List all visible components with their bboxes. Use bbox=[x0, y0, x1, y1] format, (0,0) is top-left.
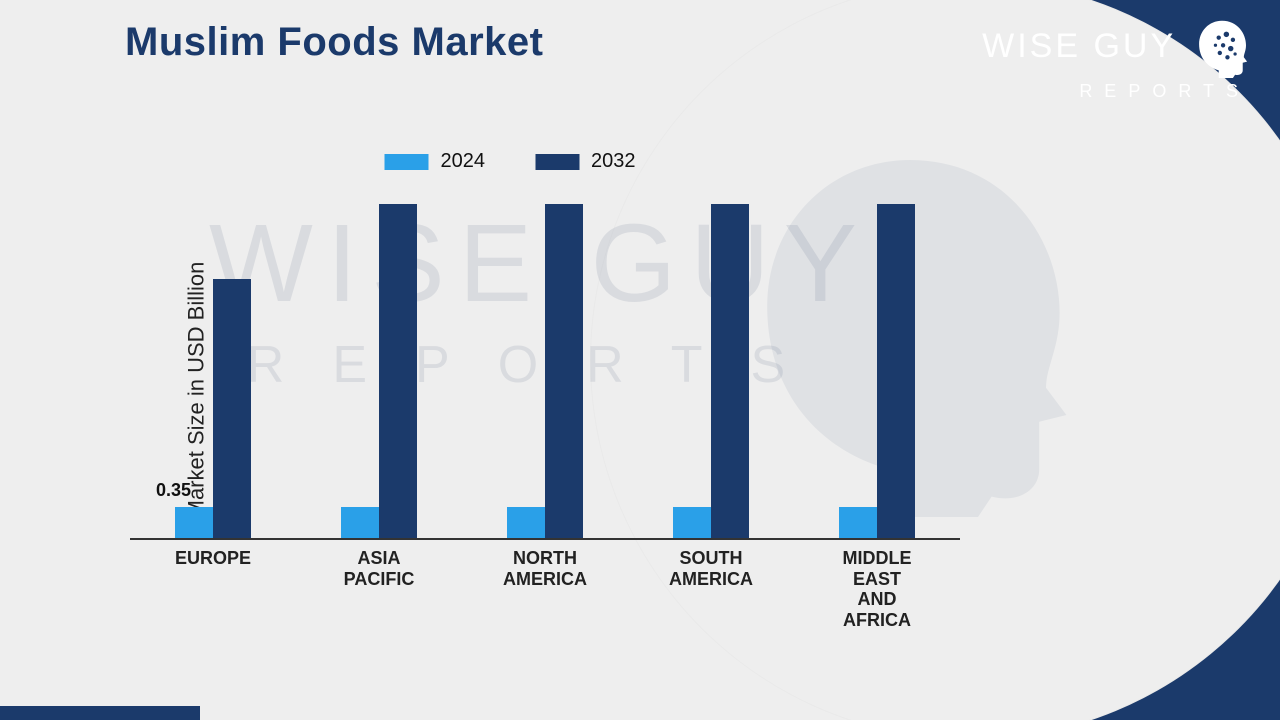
bar-2032 bbox=[545, 204, 583, 540]
chart-canvas: WISE GUY REPORTS Muslim Foods Market WIS… bbox=[0, 0, 1280, 720]
legend-item-2032: 2032 bbox=[535, 150, 636, 173]
bar-2024 bbox=[839, 507, 877, 540]
x-tick-label: NORTHAMERICA bbox=[470, 542, 620, 630]
bar-chart: Market Size in USD Billion 2024 2032 0.3… bbox=[60, 150, 960, 630]
chart-title: Muslim Foods Market bbox=[125, 20, 543, 65]
x-tick-label: ASIAPACIFIC bbox=[304, 542, 454, 630]
logo-head-icon bbox=[1192, 18, 1252, 78]
brand-logo: WISE GUY REPORTS bbox=[982, 18, 1252, 100]
bottom-accent-bar bbox=[0, 706, 200, 720]
plot-area: 0.35 bbox=[130, 180, 960, 540]
bar-2032 bbox=[877, 204, 915, 540]
legend-label-2032: 2032 bbox=[591, 150, 636, 173]
legend-label-2024: 2024 bbox=[441, 150, 486, 173]
legend-swatch-2024 bbox=[385, 154, 429, 170]
bar-group bbox=[304, 204, 454, 540]
bar-2024 bbox=[175, 507, 213, 540]
logo-line2: REPORTS bbox=[982, 82, 1252, 100]
bar-2024 bbox=[673, 507, 711, 540]
bar-value-label: 0.35 bbox=[156, 480, 191, 501]
bar-2032 bbox=[379, 204, 417, 540]
bar-group bbox=[802, 204, 952, 540]
bar-2024 bbox=[507, 507, 545, 540]
bar-2024 bbox=[341, 507, 379, 540]
legend: 2024 2032 bbox=[385, 150, 636, 173]
bar-group bbox=[470, 204, 620, 540]
x-axis-labels: EUROPEASIAPACIFICNORTHAMERICASOUTHAMERIC… bbox=[130, 542, 960, 630]
bar-group: 0.35 bbox=[138, 279, 288, 540]
legend-item-2024: 2024 bbox=[385, 150, 486, 173]
bar-2032 bbox=[213, 279, 251, 540]
bar-2032 bbox=[711, 204, 749, 540]
x-axis-line bbox=[130, 538, 960, 540]
bar-group bbox=[636, 204, 786, 540]
logo-line1: WISE GUY bbox=[982, 27, 1175, 65]
x-tick-label: EUROPE bbox=[138, 542, 288, 630]
bar-groups: 0.35 bbox=[130, 180, 960, 540]
x-tick-label: SOUTHAMERICA bbox=[636, 542, 786, 630]
x-tick-label: MIDDLEEASTANDAFRICA bbox=[802, 542, 952, 630]
legend-swatch-2032 bbox=[535, 154, 579, 170]
